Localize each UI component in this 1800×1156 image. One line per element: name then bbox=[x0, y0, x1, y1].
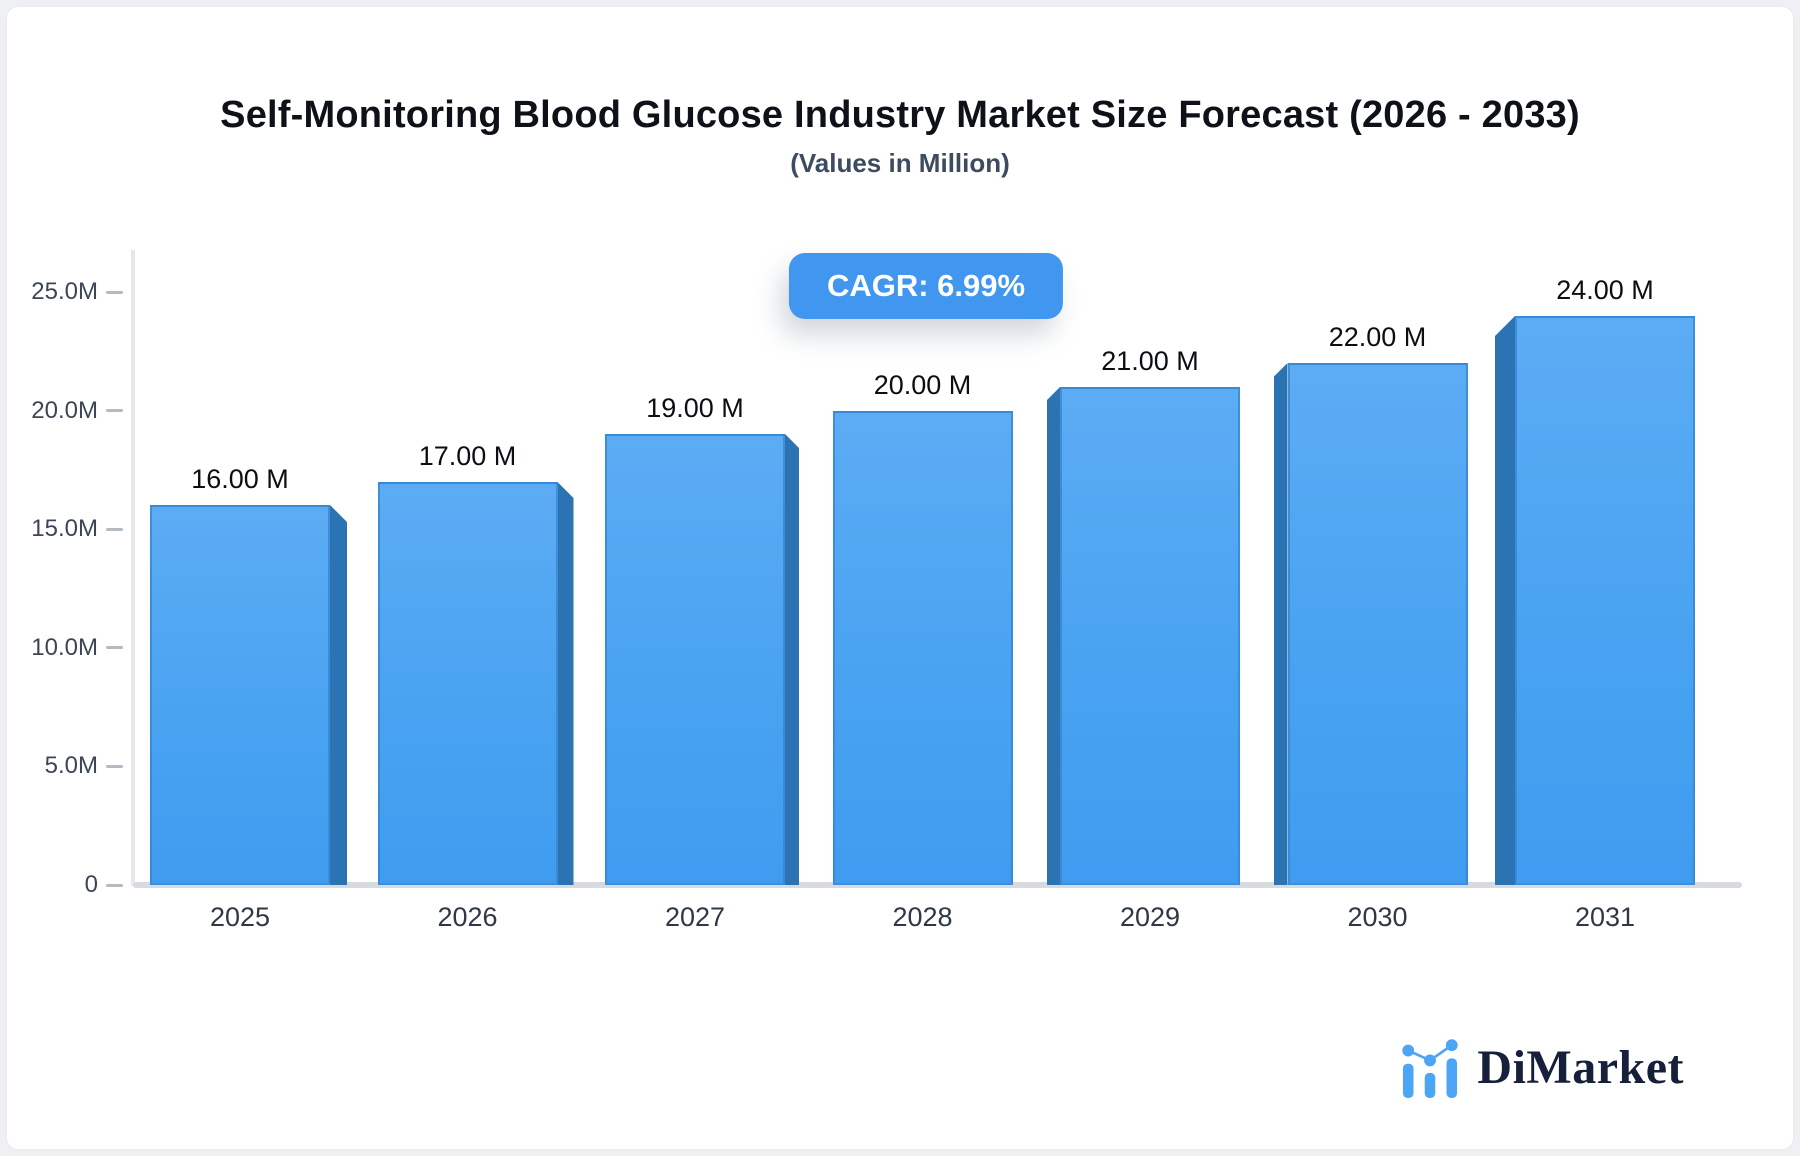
plot-area: 16.00 M 17.00 M 19.00 M 20.00 M 21.00 M 22.00… bbox=[133, 275, 1742, 885]
cagr-badge: CAGR: 6.99% bbox=[788, 253, 1064, 319]
bar-side bbox=[557, 482, 574, 885]
y-axis-tick bbox=[106, 764, 123, 768]
bar-face[interactable] bbox=[150, 505, 330, 885]
y-axis-tick-label: 25.0M bbox=[31, 278, 98, 305]
bar-2029[interactable] bbox=[1047, 387, 1240, 885]
x-axis-label: 2029 bbox=[1119, 902, 1181, 932]
bar-face[interactable] bbox=[1515, 316, 1695, 885]
bar-value-label: 22.00 M bbox=[1328, 322, 1427, 352]
chart-subtitle: (Values in Million) bbox=[790, 148, 1010, 178]
dimarket-logo: DiMarket bbox=[1397, 1036, 1684, 1098]
y-axis-tick-label: 20.0M bbox=[31, 396, 98, 424]
dimarket-logo-text: DiMarket bbox=[1477, 1040, 1684, 1094]
bar-2030[interactable] bbox=[1273, 363, 1468, 885]
bar-side bbox=[785, 434, 799, 885]
bar-2027[interactable] bbox=[605, 434, 799, 885]
x-axis-label: 2026 bbox=[437, 902, 498, 932]
bar-value-label: 16.00 M bbox=[191, 464, 289, 494]
y-axis-tick bbox=[106, 527, 123, 531]
y-axis-tick bbox=[106, 883, 123, 887]
y-axis-tick bbox=[106, 646, 123, 650]
y-axis-tick bbox=[106, 290, 123, 294]
y-axis-tick-label: 5.0M bbox=[44, 752, 98, 780]
bar-2026[interactable] bbox=[377, 482, 574, 885]
y-axis-line bbox=[131, 250, 135, 886]
bar-value-label: 24.00 M bbox=[1556, 275, 1654, 305]
y-axis-tick-label: 10.0M bbox=[31, 633, 98, 661]
bar-2028[interactable] bbox=[832, 411, 1013, 885]
bar-face[interactable] bbox=[832, 411, 1013, 885]
bar-value-label: 19.00 M bbox=[646, 393, 744, 423]
y-axis-tick bbox=[106, 409, 123, 413]
bar-value-label: 17.00 M bbox=[418, 441, 517, 471]
bar-face[interactable] bbox=[377, 482, 558, 885]
bar-face[interactable] bbox=[1287, 363, 1468, 885]
bar-face[interactable] bbox=[1060, 387, 1240, 885]
bar-side bbox=[1273, 363, 1288, 885]
y-axis-tick-label: 15.0M bbox=[31, 515, 98, 543]
bar-2031[interactable] bbox=[1495, 316, 1695, 885]
chart-title: Self-Monitoring Blood Glucose Industry M… bbox=[220, 94, 1580, 136]
x-axis-label: 2025 bbox=[209, 902, 271, 932]
x-axis-baseline bbox=[133, 882, 1742, 888]
bar-side bbox=[1047, 387, 1060, 885]
bar-side bbox=[330, 505, 347, 885]
x-axis-label: 2028 bbox=[892, 902, 953, 932]
mini-bar-chart-with-dots-icon bbox=[1402, 1039, 1459, 1098]
bar-face[interactable] bbox=[605, 434, 785, 885]
bar-2025[interactable] bbox=[150, 505, 347, 885]
x-axis-label: 2031 bbox=[1574, 902, 1636, 932]
bar-value-label: 21.00 M bbox=[1101, 346, 1199, 376]
x-axis-label: 2027 bbox=[664, 902, 726, 932]
bar-value-label: 20.00 M bbox=[873, 370, 972, 400]
y-axis-tick-label: 0 bbox=[84, 871, 98, 898]
x-axis-label: 2030 bbox=[1347, 902, 1408, 932]
bar-side bbox=[1495, 316, 1515, 885]
